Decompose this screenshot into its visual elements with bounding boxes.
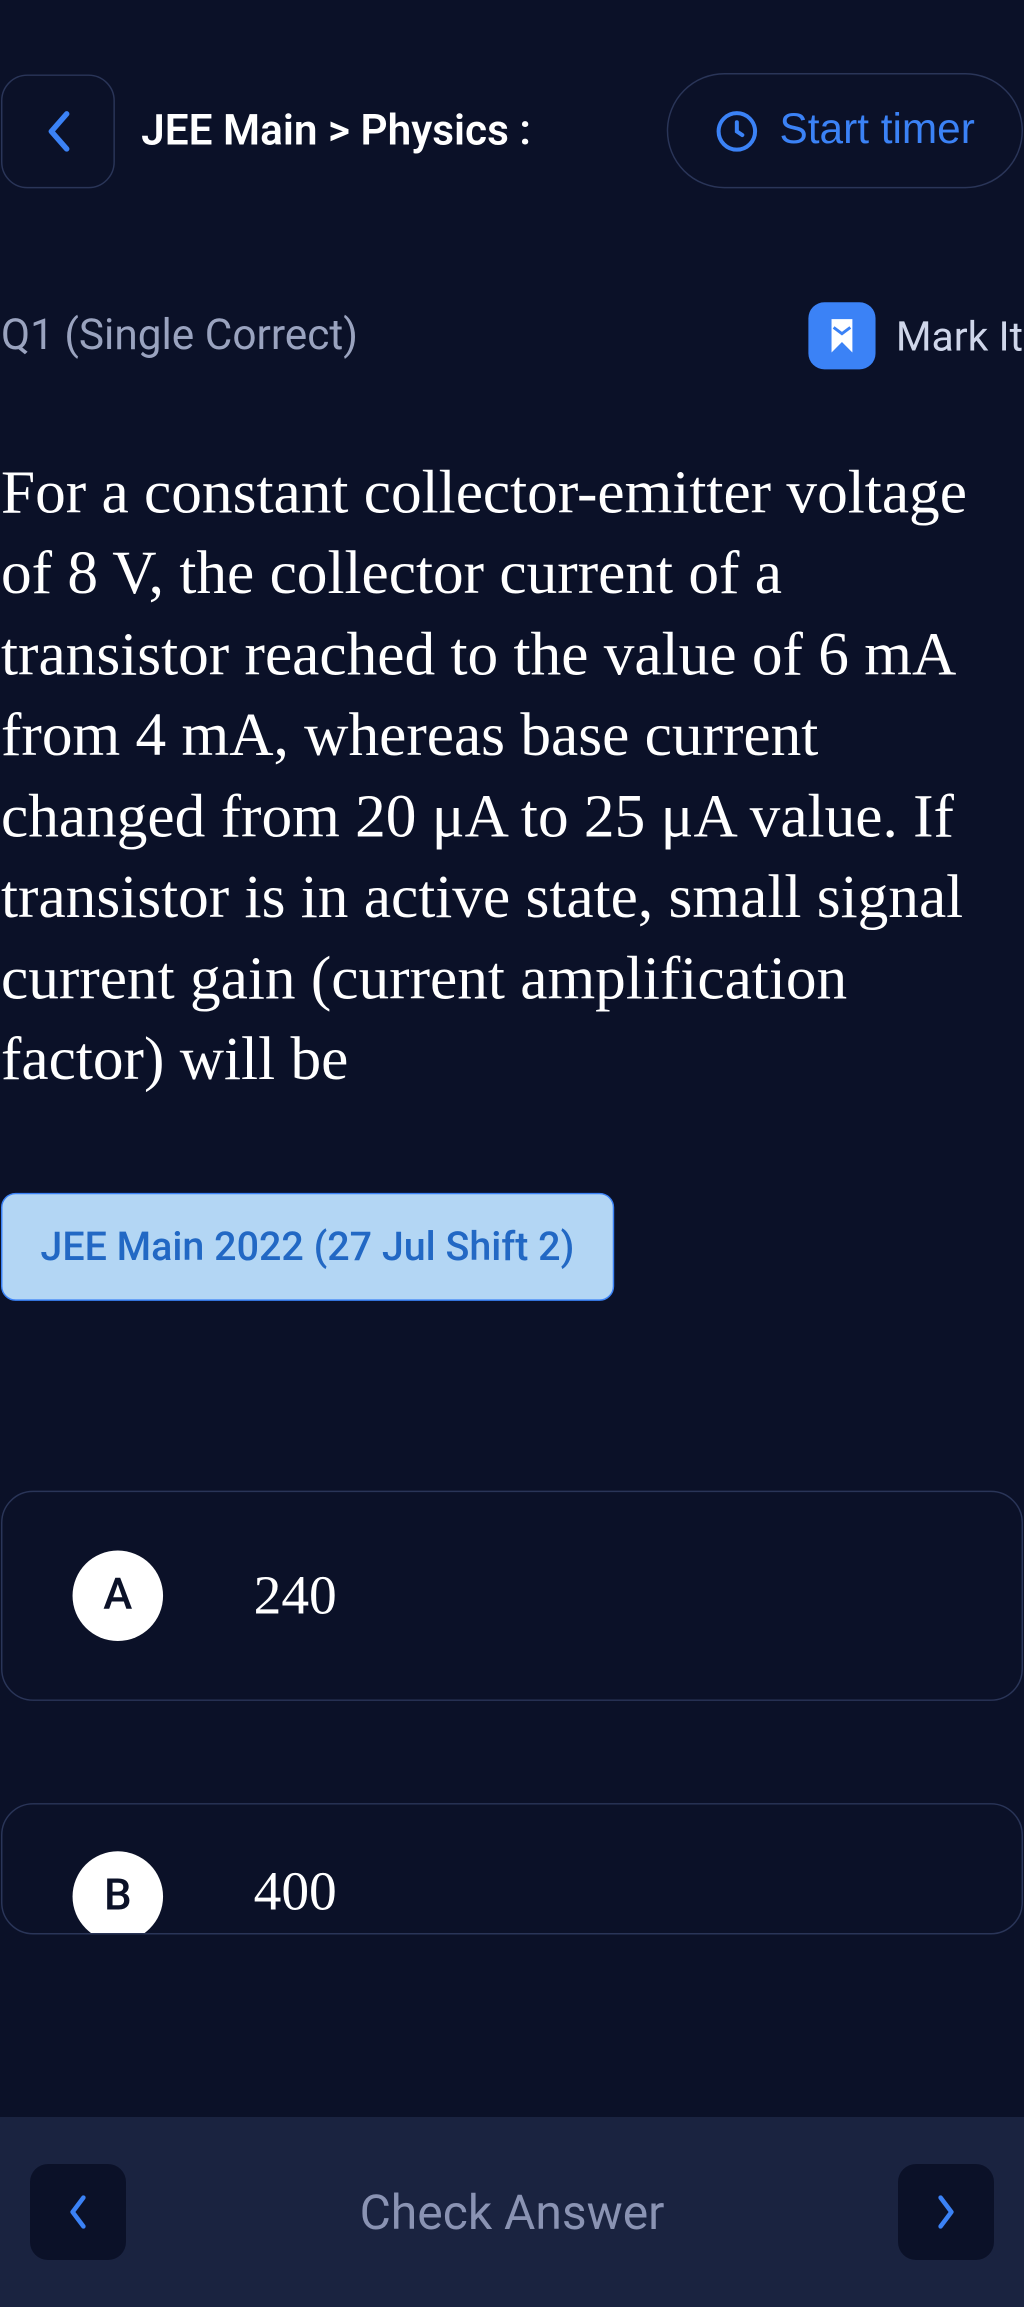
option-a[interactable]: A 240 — [1, 1490, 1023, 1700]
chevron-left-icon — [67, 2194, 89, 2230]
back-button[interactable] — [1, 74, 115, 188]
option-letter: B — [73, 1851, 164, 1934]
chevron-left-icon — [45, 109, 71, 153]
breadcrumb: JEE Main > Physics : — [141, 106, 641, 156]
bottom-bar: Check Answer — [0, 2117, 1024, 2307]
start-timer-button[interactable]: Start timer — [667, 73, 1023, 188]
options-list: A 240 B 400 — [1, 1490, 1023, 1934]
bookmark-icon — [827, 317, 856, 355]
mark-it-button[interactable]: Mark It — [808, 302, 1023, 369]
question-number: Q1 (Single Correct) — [1, 311, 358, 361]
prev-button[interactable] — [30, 2164, 126, 2260]
option-letter: A — [73, 1550, 164, 1641]
chevron-right-icon — [935, 2194, 957, 2230]
option-value: 400 — [254, 1859, 337, 1923]
clock-icon — [715, 109, 759, 153]
header: JEE Main > Physics : Start timer — [1, 73, 1023, 188]
option-value: 240 — [254, 1563, 337, 1627]
next-button[interactable] — [898, 2164, 994, 2260]
check-answer-button[interactable]: Check Answer — [360, 2184, 665, 2241]
mark-it-label: Mark It — [896, 312, 1023, 360]
question-text: For a constant collector-emitter voltage… — [1, 454, 1023, 1102]
option-b[interactable]: B 400 — [1, 1802, 1023, 1933]
timer-label: Start timer — [780, 107, 975, 155]
question-meta-row: Q1 (Single Correct) Mark It — [1, 302, 1023, 369]
bookmark-icon-box — [808, 302, 875, 369]
exam-tag[interactable]: JEE Main 2022 (27 Jul Shift 2) — [1, 1192, 614, 1300]
